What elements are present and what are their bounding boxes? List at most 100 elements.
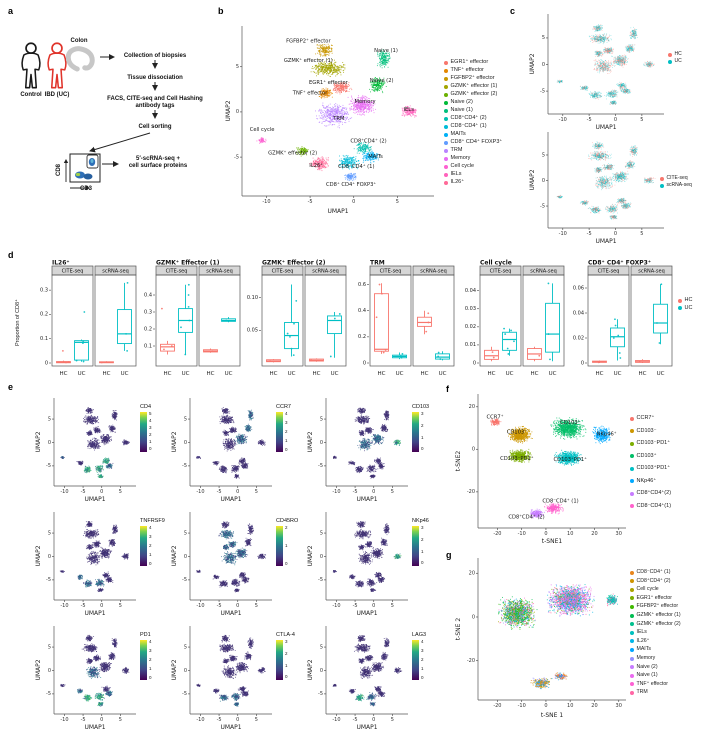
colorbar-tick: 3 <box>421 647 424 653</box>
legend-item: Naive (1) <box>444 107 502 114</box>
feature-plot-cd103 <box>306 392 410 504</box>
legend-item: TNF⁺ effector <box>444 67 502 74</box>
legend-label: IELs <box>636 629 647 636</box>
colorbar-tick: 2 <box>285 525 288 530</box>
feature-plot-cd45ro <box>170 506 274 618</box>
viridis-gradient-bar <box>140 526 147 566</box>
panel-b-umap-canvas <box>224 20 438 216</box>
legend-item: CD8⁺ CD4⁺ FOXP3⁺ <box>444 139 502 146</box>
colorbar-tick: 0 <box>421 446 424 452</box>
colorbar-tick: 3 <box>149 425 152 431</box>
colorbar-tick: 0 <box>149 674 152 680</box>
facs-plot-icon <box>63 153 101 191</box>
viridis-gradient-bar <box>140 640 147 680</box>
legend-label: CITE-seq <box>666 175 688 181</box>
colorbar-lag3: LAG3 4 3 2 1 0 <box>412 632 446 680</box>
colorbar-tick: 1 <box>421 434 424 440</box>
colorbar-tick: 2 <box>149 542 152 548</box>
legend-item: TRM <box>444 147 502 154</box>
legend-swatch-icon <box>444 76 448 81</box>
legend-item: GZMK⁺ effector (2) <box>630 620 681 627</box>
colorbar-title: CCR7 <box>276 404 291 410</box>
legend-swatch-icon <box>630 441 634 446</box>
control-person-icon <box>21 42 41 89</box>
legend-item: IL26⁺ <box>444 179 502 186</box>
legend-label: UC <box>674 58 682 64</box>
legend-label: Naive (2) <box>636 663 658 670</box>
legend-swatch-icon <box>444 132 448 137</box>
colorbar-gradient: 4 3 2 1 0 <box>140 525 174 566</box>
colorbar-tick: 1 <box>421 548 424 554</box>
viridis-gradient-bar <box>412 640 419 680</box>
colorbar-tick: 4 <box>285 411 288 416</box>
legend-swatch-icon <box>668 52 672 57</box>
legend-swatch-icon <box>630 604 634 609</box>
colorbar-tick: 1 <box>149 665 152 671</box>
legend-item: CCR7⁺ <box>630 415 671 422</box>
legend-swatch-icon <box>630 690 634 695</box>
legend-swatch-icon <box>444 108 448 113</box>
legend-label: EGR1⁺ effector <box>636 594 673 601</box>
legend-item: EGR1⁺ effector <box>444 59 502 66</box>
colorbar-ticks: 4 3 2 1 0 <box>421 639 424 680</box>
panel-label-f: f <box>446 384 449 394</box>
legend-item: UC <box>678 305 692 312</box>
legend-label: GZMK⁺ effector (2) <box>636 620 681 627</box>
legend-swatch-icon <box>630 429 634 434</box>
legend-item: TNF⁺ effector <box>630 681 681 687</box>
colorbar-cd4: CD4 5 4 3 2 1 0 <box>140 404 174 452</box>
colorbar-cd103: CD103 3 2 1 0 <box>412 404 446 452</box>
colorbar-tick: 1 <box>149 551 152 557</box>
legend-item: CD103⁻ <box>630 428 671 435</box>
colorbar-tick: 0 <box>285 674 288 680</box>
feature-plot-nkp46 <box>306 506 410 618</box>
legend-item: Naive (2) <box>630 663 681 670</box>
legend-label: Cell cycle <box>636 586 659 593</box>
viridis-gradient-bar <box>140 412 147 452</box>
colorbar-ccr7: CCR7 4 3 2 1 0 <box>276 404 310 452</box>
legend-label: CD8⁻CD4⁺ (1) <box>450 123 487 129</box>
legend-item: scRNA-seq <box>660 183 692 188</box>
colorbar-tick: 1 <box>285 662 288 668</box>
panel-a-workflow: Colon Control IBD (UC) Collection of bio… <box>0 0 220 250</box>
boxplot-cell-cycle <box>464 258 566 378</box>
panel-label-e: e <box>8 382 14 392</box>
colorbar-cd45ro: CD45RO 2 1 0 <box>276 518 310 566</box>
legend-item: EGR1⁺ effector <box>630 594 681 601</box>
legend-label: Naive (1) <box>636 672 658 679</box>
feature-plot-pd1 <box>34 620 138 732</box>
colorbar-ticks: 4 3 2 1 0 <box>149 639 152 680</box>
output-line2: cell surface proteins <box>128 163 188 169</box>
legend-swatch-icon <box>630 416 634 421</box>
legend-item: CITE-seq <box>660 176 692 181</box>
step-dissociation: Tissue dissociation <box>127 75 183 81</box>
panel-label-g: g <box>446 550 452 560</box>
legend-item: HC <box>668 52 682 57</box>
legend-label: CD103⁺ <box>636 452 657 459</box>
colorbar-title: CD4 <box>140 404 152 410</box>
legend-label: TNF⁺ effector <box>450 67 484 73</box>
step-cell-sorting: Cell sorting <box>138 124 172 130</box>
legend-item: GZMK⁺ effector (1) <box>444 83 502 90</box>
colorbar-tick: 0 <box>421 674 424 680</box>
legend-label: Naive (2) <box>450 99 473 105</box>
colorbar-tick: 0 <box>149 560 152 566</box>
legend-item: CD8⁻CD4⁺ (1) <box>630 569 681 575</box>
legend-label: CCR7⁺ <box>636 415 655 421</box>
legend-swatch-icon <box>630 630 634 635</box>
legend-item: Cell cycle <box>630 586 681 593</box>
legend-label: CD103⁺PD1⁺ <box>636 465 671 471</box>
legend-item: CD8⁻CD4⁺ (1) <box>444 123 502 130</box>
viridis-gradient-bar <box>412 526 419 566</box>
colon-icon <box>66 46 95 72</box>
step-facs-line2: antibody tags <box>135 103 175 109</box>
legend-item: CD8⁺CD4⁺ (2) <box>444 115 502 122</box>
legend-label: CD8⁺CD4⁺(2) <box>636 490 672 496</box>
legend-swatch-icon <box>630 491 634 496</box>
colorbar-tick: 1 <box>421 665 424 671</box>
legend-label: GZMK⁺ effector (1) <box>636 611 681 618</box>
boxplot-trm <box>354 258 456 378</box>
panel-label-d: d <box>8 250 14 260</box>
